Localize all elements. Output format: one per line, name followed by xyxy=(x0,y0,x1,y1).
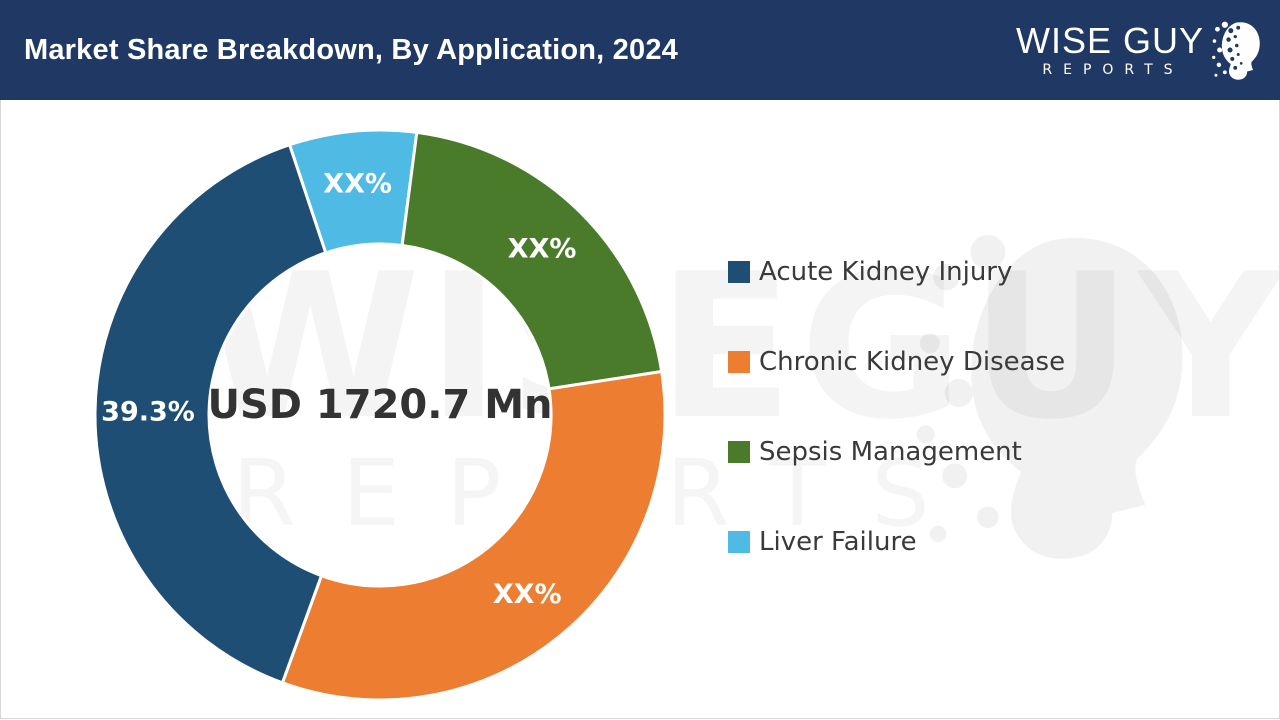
legend-swatch-icon xyxy=(728,441,750,463)
wiseguy-logo-wordmark: WISE GUY xyxy=(1015,20,1204,61)
donut-center-value: USD 1720.7 Mn xyxy=(207,382,553,428)
legend-item: Liver Failure xyxy=(728,520,1065,564)
wiseguy-logo-text: WISE GUY REPORTS xyxy=(1015,20,1204,78)
watermark-face xyxy=(916,234,1183,559)
wiseguy-face-icon xyxy=(1212,21,1260,80)
segment-label-liver-failure: XX% xyxy=(323,169,392,200)
segment-label-sepsis-management: XX% xyxy=(508,234,577,265)
legend-item: Chronic Kidney Disease xyxy=(728,340,1065,384)
legend-label: Chronic Kidney Disease xyxy=(759,347,1066,377)
chart-legend: Acute Kidney Injury Chronic Kidney Disea… xyxy=(728,250,1065,610)
legend-item: Acute Kidney Injury xyxy=(728,250,1065,294)
legend-label: Liver Failure xyxy=(759,527,917,557)
donut-chart: XX% XX% XX% 39.3% xyxy=(80,115,680,715)
wiseguy-logo: WISE GUY REPORTS xyxy=(1016,9,1262,91)
legend-swatch-icon xyxy=(728,261,750,283)
segment-label-chronic-kidney-disease: XX% xyxy=(493,579,562,610)
wiseguy-logo-reports: REPORTS xyxy=(1042,62,1184,78)
donut-segment-chronic-kidney-disease xyxy=(280,370,667,702)
legend-swatch-icon xyxy=(728,351,750,373)
donut-segment-acute-kidney-injury xyxy=(93,143,328,685)
legend-label: Sepsis Management xyxy=(759,437,1022,467)
legend-item: Sepsis Management xyxy=(728,430,1065,474)
page-title: Market Share Breakdown, By Application, … xyxy=(24,33,678,66)
donut-segment-sepsis-management xyxy=(400,130,664,391)
legend-label: Acute Kidney Injury xyxy=(759,257,1013,287)
segment-label-acute-kidney-injury: 39.3% xyxy=(101,396,195,427)
header-bar: Market Share Breakdown, By Application, … xyxy=(0,0,1280,100)
legend-swatch-icon xyxy=(728,531,750,553)
